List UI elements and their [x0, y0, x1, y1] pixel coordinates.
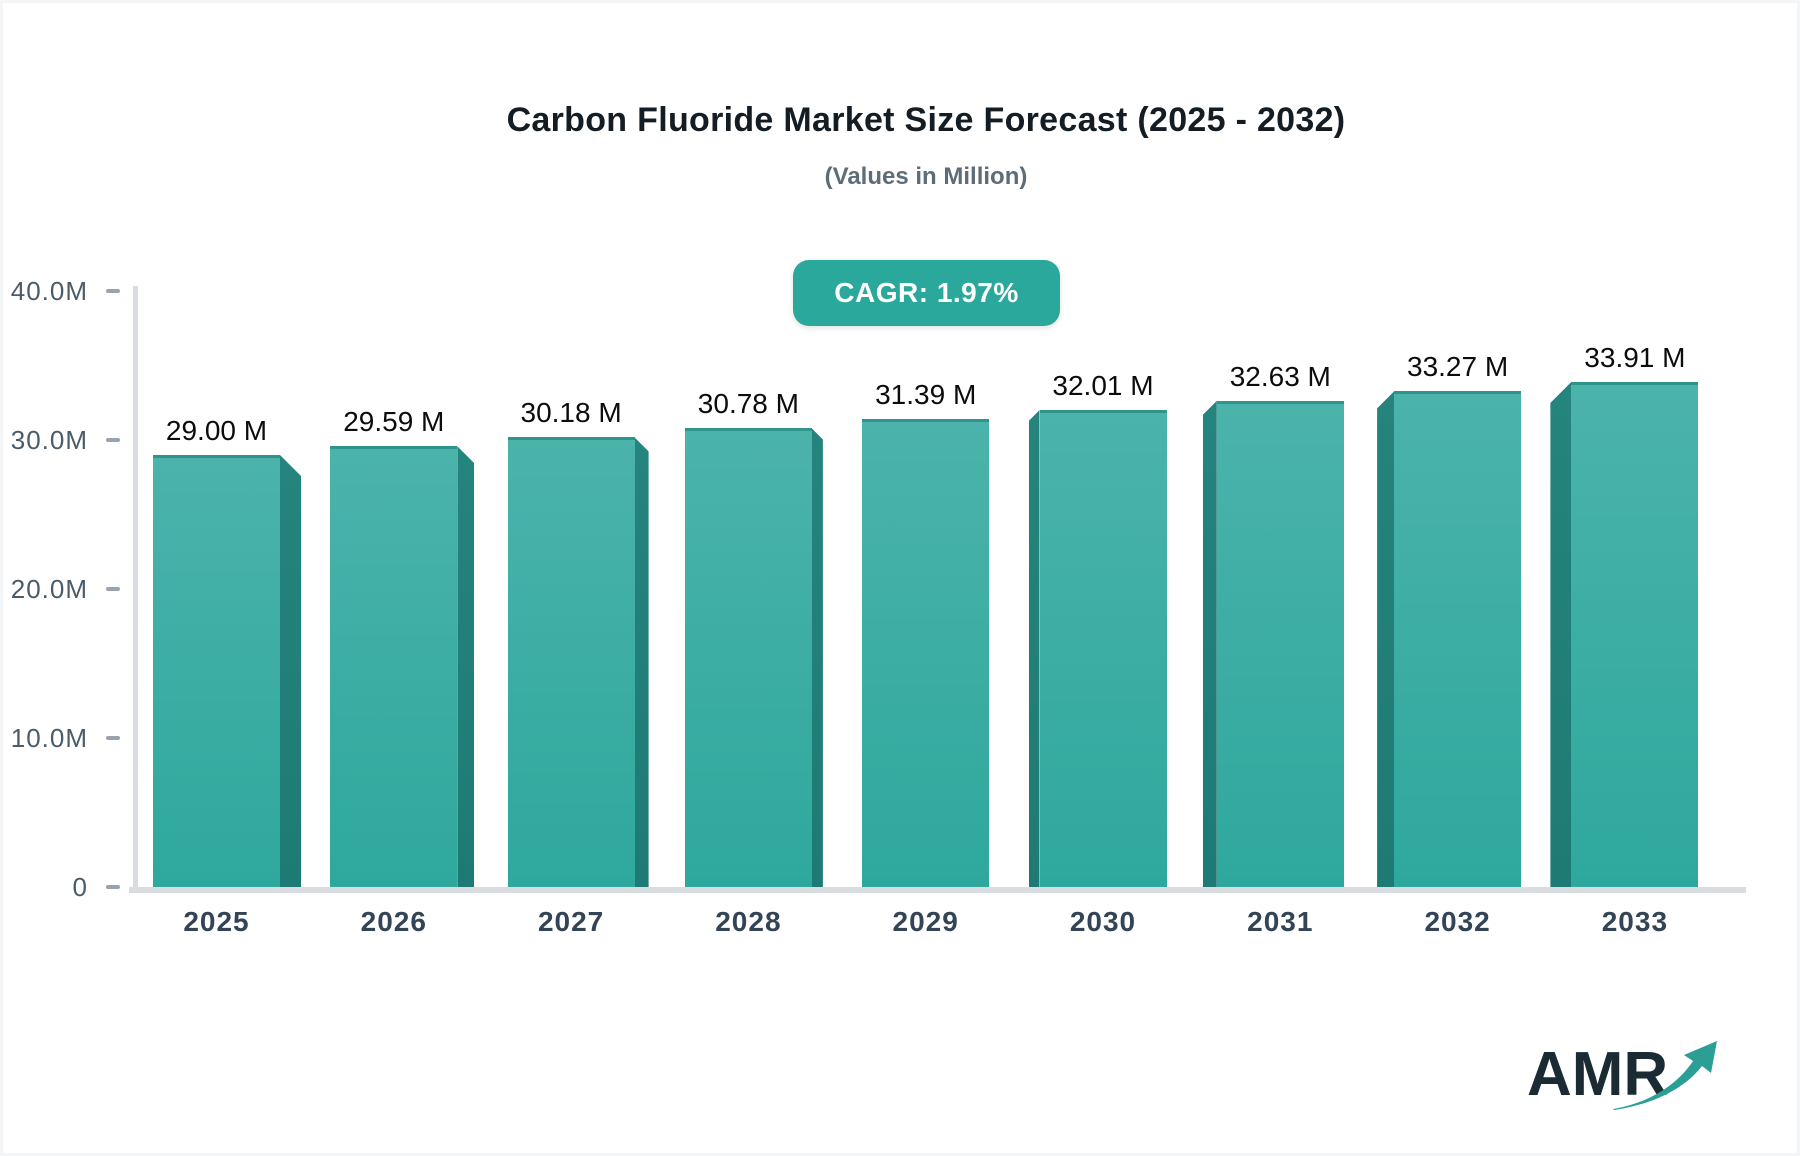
- bar-value-label: 29.59 M: [343, 406, 445, 438]
- x-tick-label-2028: 2028: [715, 906, 782, 937]
- amr-logo-arrow-icon: [1613, 1041, 1717, 1110]
- bar-front-face: [1216, 400, 1344, 887]
- bar-front-face: [1039, 410, 1167, 887]
- y-tick-label: 20.0M: [10, 574, 88, 605]
- bar-value-label: 33.91 M: [1584, 341, 1686, 373]
- bar-value-label: 30.78 M: [697, 388, 799, 420]
- bar-side-face: [280, 454, 301, 887]
- bar-value-label: 29.00 M: [165, 414, 268, 446]
- x-tick-label-2030: 2030: [1069, 906, 1137, 937]
- bar-front-face: [684, 428, 812, 887]
- x-tick-label-2025: 2025: [183, 906, 250, 937]
- bar-2025: [153, 454, 301, 887]
- bar-value-label: 33.27 M: [1407, 351, 1509, 383]
- bar-2030: [1028, 410, 1167, 887]
- chart-subtitle: (Values in Million): [824, 163, 1028, 190]
- bar-value-label: 32.01 M: [1052, 370, 1154, 402]
- bar-2033: [1550, 381, 1699, 887]
- x-tick-label-2031: 2031: [1247, 906, 1314, 937]
- bar-2026: [330, 446, 475, 887]
- y-tick-mark: [106, 587, 120, 592]
- y-tick-label: 0: [72, 872, 88, 902]
- bar-side-face: [811, 428, 823, 887]
- y-tick-label: 30.0M: [10, 425, 88, 456]
- x-tick-label-2026: 2026: [360, 906, 427, 937]
- y-tick-mark: [106, 438, 120, 443]
- bar-2029: [862, 419, 990, 887]
- bar-2028: [684, 428, 823, 887]
- bar-front-face: [1571, 381, 1699, 887]
- bar-side-face: [1202, 400, 1217, 887]
- x-tick-label-2027: 2027: [537, 906, 605, 937]
- amr-logo-text: AMR: [1527, 1040, 1668, 1109]
- y-tick-mark: [106, 736, 120, 741]
- bar-value-label: 30.18 M: [520, 397, 622, 429]
- x-tick-label-2033: 2033: [1601, 906, 1669, 937]
- bar-side-face: [1028, 410, 1040, 887]
- x-axis-line: [129, 887, 1746, 893]
- x-tick-label-2029: 2029: [892, 906, 959, 937]
- bar-2027: [507, 437, 649, 887]
- x-tick-label-2032: 2032: [1424, 906, 1491, 937]
- bar-side-face: [1377, 391, 1395, 887]
- bar-side-face: [1550, 381, 1572, 887]
- bar-front-face: [330, 446, 458, 887]
- bar-2032: [1377, 391, 1522, 887]
- bar-value-label: 32.63 M: [1229, 360, 1331, 392]
- cagr-badge: CAGR: 1.97%: [793, 260, 1060, 326]
- amr-logo: AMR: [1527, 1040, 1717, 1110]
- y-tick-label: 10.0M: [10, 723, 88, 754]
- y-tick-mark: [106, 885, 120, 889]
- chart-title: Carbon Fluoride Market Size Forecast (20…: [506, 101, 1346, 139]
- y-tick-mark: [106, 289, 120, 294]
- bar-front-face: [507, 437, 635, 887]
- bar-front-face: [153, 454, 280, 887]
- bar-side-face: [457, 446, 475, 887]
- y-tick-label: 40.0M: [10, 276, 88, 307]
- bar-value-label: 31.39 M: [875, 379, 977, 411]
- bar-front-face: [862, 419, 990, 887]
- y-axis-line: [133, 286, 138, 893]
- bar-front-face: [1394, 391, 1522, 887]
- bar-side-face: [634, 437, 649, 887]
- bar-2031: [1202, 400, 1344, 887]
